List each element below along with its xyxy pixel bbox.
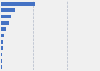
Bar xyxy=(1,27,6,31)
Bar xyxy=(1,2,35,6)
Bar xyxy=(1,53,2,56)
Bar xyxy=(1,40,3,44)
Bar xyxy=(1,15,11,18)
Bar xyxy=(1,21,8,25)
Bar xyxy=(1,46,3,50)
Bar xyxy=(1,59,2,63)
Bar xyxy=(1,34,4,37)
Bar xyxy=(1,8,15,12)
Bar xyxy=(1,65,2,69)
